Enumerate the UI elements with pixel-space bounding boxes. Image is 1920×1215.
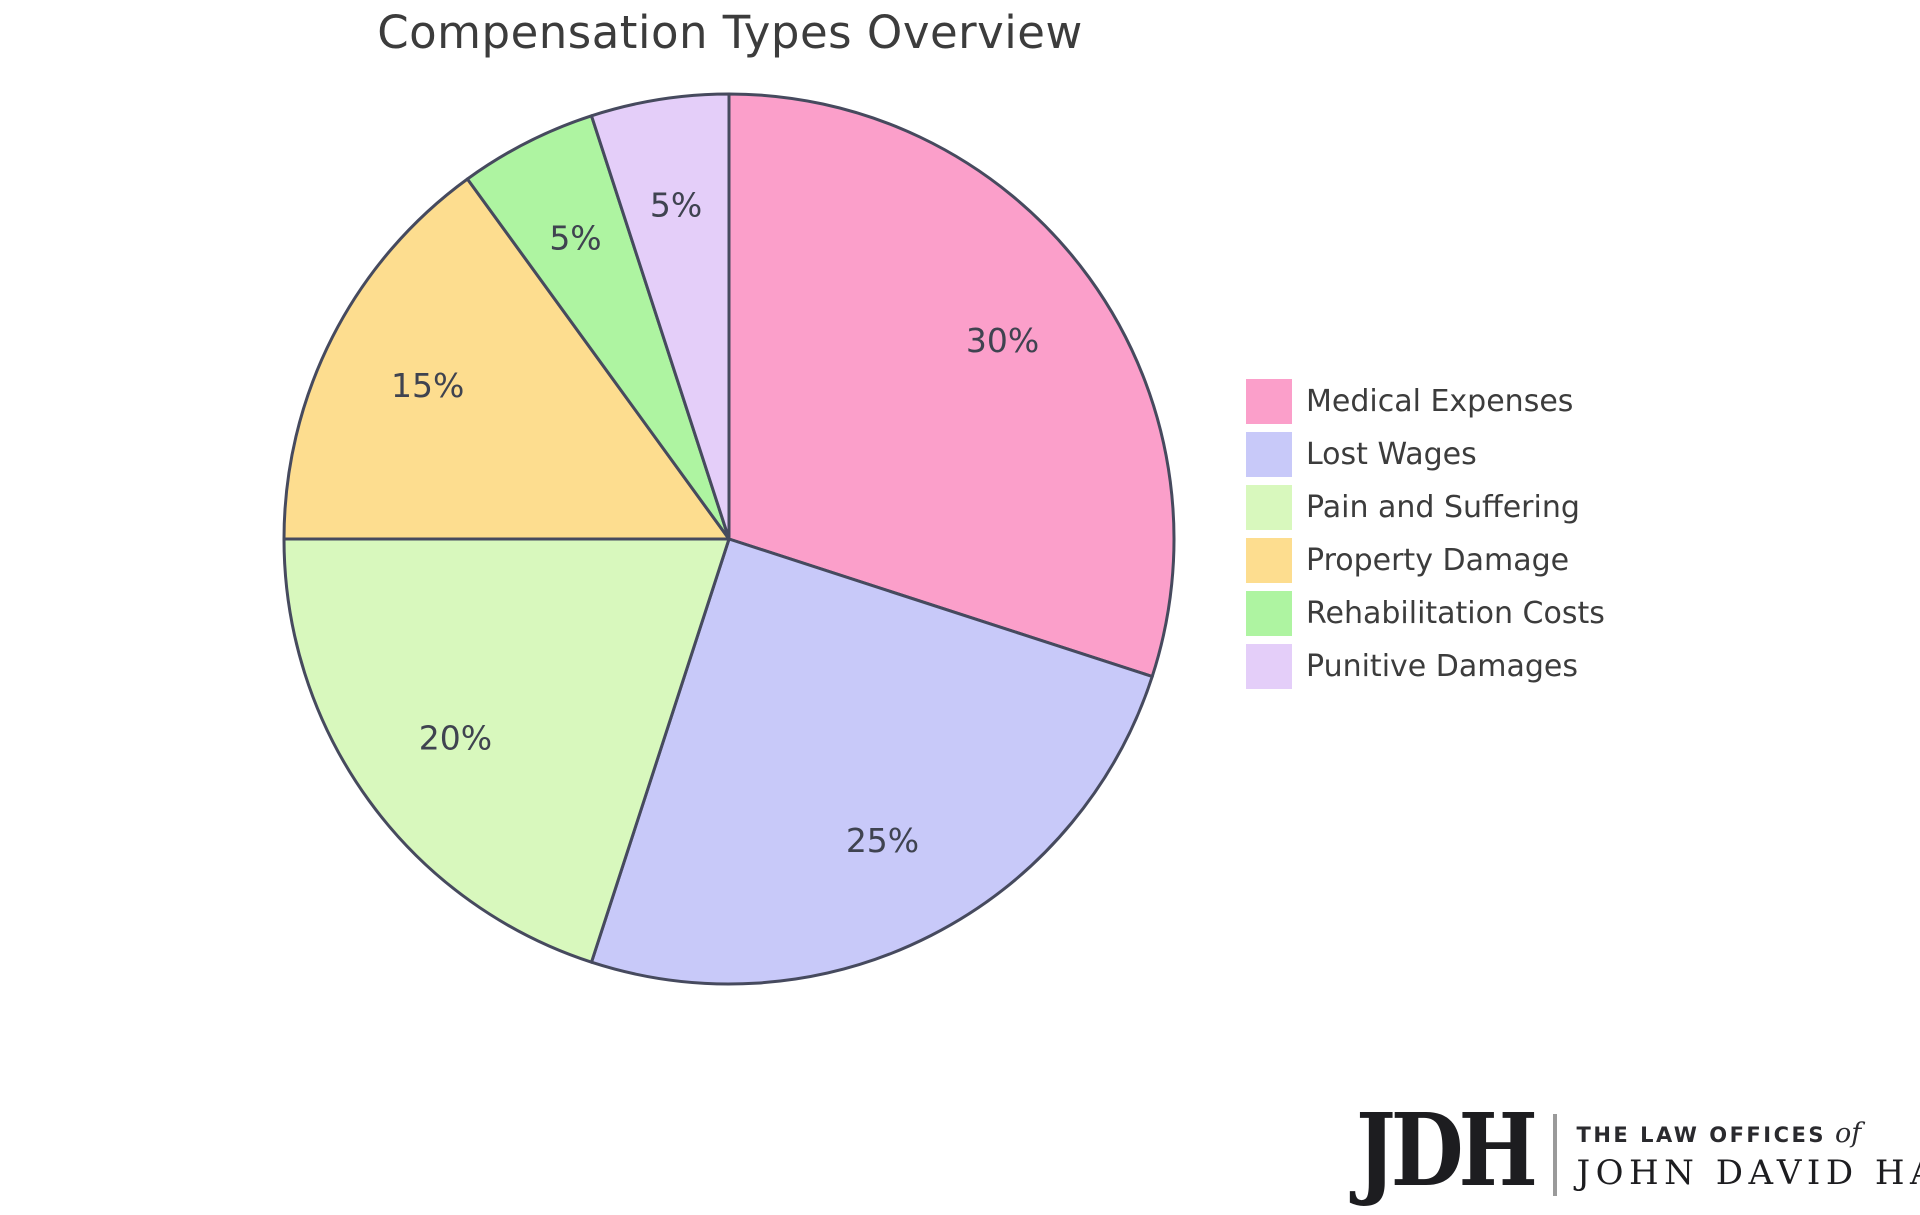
pie-label-lost-wages: 25% [846,821,919,860]
pie-label-pain-and-suffering: 20% [419,718,492,757]
legend-swatch-rehabilitation-costs [1246,591,1292,636]
legend-label: Medical Expenses [1306,384,1574,419]
logo-initials: JDH [1356,1091,1538,1209]
legend-item-medical-expenses: Medical Expenses [1246,379,1605,424]
pie-label-property-damage: 15% [391,366,464,405]
legend-item-pain-and-suffering: Pain and Suffering [1246,485,1605,530]
pie-slice-punitive-damages [589,92,731,541]
pie-label-punitive-damages: 5% [650,186,702,225]
legend-label: Lost Wages [1306,437,1477,472]
legend-swatch-property-damage [1246,538,1292,583]
pie-label-rehabilitation-costs: 5% [549,218,601,257]
logo-firm-name: JOHN DAVID HART [1576,1152,1920,1193]
legend-swatch-medical-expenses [1246,379,1292,424]
jdh-logo: JDH THE LAW OFFICES of JOHN DAVID HART [1356,1100,1920,1210]
legend-item-rehabilitation-costs: Rehabilitation Costs [1246,591,1605,636]
logo-divider [1552,1114,1557,1196]
legend-item-property-damage: Property Damage [1246,538,1605,583]
legend-label: Pain and Suffering [1306,490,1580,525]
legend-label: Punitive Damages [1306,649,1578,684]
legend: Medical Expenses Lost Wages Pain and Suffe… [1246,379,1605,697]
legend-swatch-lost-wages [1246,432,1292,477]
legend-label: Property Damage [1306,543,1570,578]
legend-swatch-punitive-damages [1246,644,1292,689]
pie-label-medical-expenses: 30% [966,321,1039,360]
logo-tagline-prefix: THE LAW OFFICES [1576,1122,1826,1147]
pie-slice-property-damage [282,177,731,541]
legend-item-lost-wages: Lost Wages [1246,432,1605,477]
logo-text-block: THE LAW OFFICES of JOHN DAVID HART [1577,1118,1920,1193]
pie-slice-pain-and-suffering [282,537,731,964]
logo-tagline: THE LAW OFFICES of [1577,1118,1920,1149]
legend-item-punitive-damages: Punitive Damages [1246,644,1605,689]
pie-slice-medical-expenses [727,92,1176,679]
pie-slice-lost-wages [589,537,1154,986]
legend-swatch-pain-and-suffering [1246,485,1292,530]
chart-title: Compensation Types Overview [377,6,1083,59]
legend-label: Rehabilitation Costs [1306,596,1605,631]
logo-tagline-of: of [1834,1117,1862,1149]
